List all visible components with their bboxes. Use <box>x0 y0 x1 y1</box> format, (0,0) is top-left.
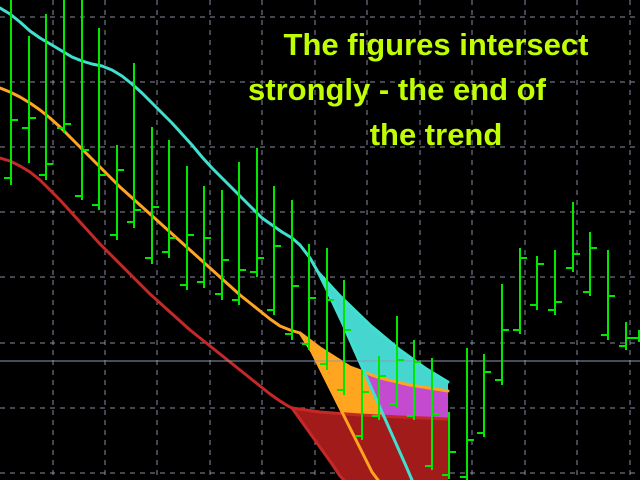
ohlc-bar <box>127 63 141 228</box>
lower-band-fan-edge <box>290 406 450 421</box>
ohlc-bar <box>285 200 299 340</box>
ohlc-bar <box>583 232 597 296</box>
ohlc-bar <box>477 354 491 437</box>
ohlc-bar <box>162 140 176 258</box>
ohlc-bar <box>390 316 404 408</box>
ohlc-bar <box>425 358 439 470</box>
ohlc-bar <box>372 356 386 420</box>
ohlc-bar <box>267 186 281 315</box>
ohlc-bar <box>39 14 53 180</box>
ohlc-bar <box>22 36 36 163</box>
lower-band-line <box>0 156 346 480</box>
ohlc-bar <box>92 28 106 210</box>
ohlc-bar <box>145 127 159 264</box>
ohlc-bars-layer <box>4 0 640 480</box>
ohlc-bar <box>460 348 474 480</box>
ohlc-bar <box>302 244 316 350</box>
ohlc-bar <box>75 0 89 200</box>
upper-band-line <box>0 6 414 480</box>
ohlc-bar <box>57 0 71 133</box>
ohlc-bar <box>110 145 124 240</box>
ohlc-bar <box>530 256 544 310</box>
ohlc-bar <box>601 250 615 340</box>
ohlc-bar <box>320 248 334 370</box>
ohlc-bar <box>513 248 527 334</box>
ohlc-bar <box>232 162 246 305</box>
ohlc-bar <box>548 250 562 315</box>
magenta-overlap-fill <box>366 372 448 419</box>
ohlc-bar <box>4 0 18 185</box>
ohlc-bar <box>250 148 264 277</box>
ohlc-bar <box>632 330 640 342</box>
ohlc-bar <box>566 202 580 272</box>
ohlc-bar <box>180 166 194 290</box>
ohlc-bar <box>495 284 509 385</box>
ohlc-bar <box>215 190 229 300</box>
upper-band-fan-edge <box>316 270 450 384</box>
ohlc-bar <box>197 186 211 288</box>
ohlc-bar <box>337 280 351 395</box>
ohlc-bar <box>442 412 456 479</box>
ohlc-bar <box>407 340 421 420</box>
ohlc-bar <box>619 322 633 350</box>
ohlc-bar <box>355 370 369 440</box>
